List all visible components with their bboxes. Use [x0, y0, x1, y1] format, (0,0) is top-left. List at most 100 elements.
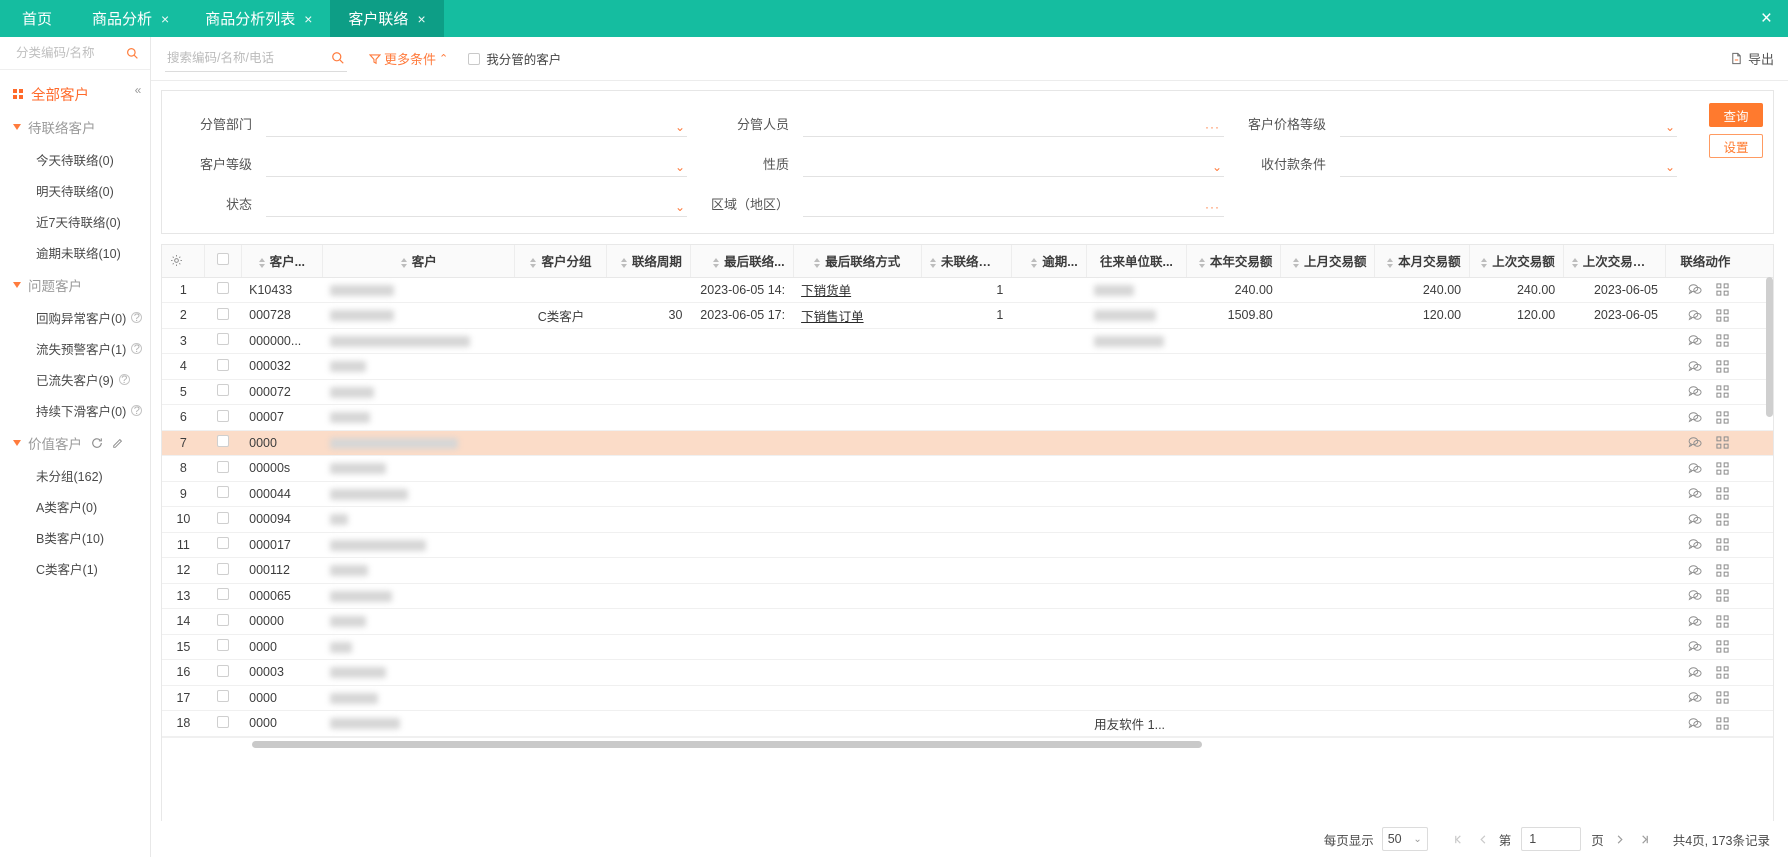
- table-row[interactable]: 8 00000s: [162, 455, 1773, 482]
- tab-product-analysis[interactable]: 商品分析 ×: [74, 0, 187, 37]
- checkbox-icon[interactable]: [216, 562, 229, 575]
- row-checkbox[interactable]: [204, 353, 242, 380]
- chat-icon[interactable]: [1688, 640, 1702, 653]
- help-icon[interactable]: ?: [131, 343, 143, 355]
- col-last-contact-date[interactable]: 最后联络...: [690, 245, 794, 278]
- sort-icon[interactable]: [1031, 257, 1038, 268]
- contact-method-link[interactable]: 下销货单: [801, 284, 852, 299]
- sidebar-item-declining[interactable]: 持续下滑客户(0) ?: [0, 395, 150, 426]
- checkbox-icon[interactable]: [216, 715, 229, 728]
- checkbox-icon[interactable]: [216, 307, 229, 320]
- sidebar-item-churned[interactable]: 已流失客户(9) ?: [0, 364, 150, 395]
- row-checkbox[interactable]: [204, 277, 242, 303]
- sort-icon[interactable]: [530, 257, 537, 268]
- tab-close-icon[interactable]: ×: [417, 10, 426, 27]
- sidebar-item-ungrouped[interactable]: 未分组(162): [0, 460, 150, 491]
- apps-grid-icon[interactable]: [1716, 513, 1729, 526]
- sidebar-group-pending[interactable]: 待联络客户: [0, 110, 150, 144]
- category-search-input[interactable]: [14, 45, 126, 61]
- refresh-icon[interactable]: [91, 437, 103, 449]
- sidebar-search[interactable]: [0, 37, 150, 70]
- table-row[interactable]: 1 K10433 2023-06-05 14: 下销货单 1 240.00 240.00 24…: [162, 277, 1773, 303]
- apps-grid-icon[interactable]: [1716, 691, 1729, 704]
- tab-close-icon[interactable]: ×: [161, 10, 170, 27]
- row-checkbox[interactable]: [204, 557, 242, 584]
- table-row[interactable]: 11 000017: [162, 532, 1773, 558]
- apps-grid-icon[interactable]: [1716, 334, 1729, 347]
- apps-grid-icon[interactable]: [1716, 283, 1729, 296]
- table-row[interactable]: 9 000044: [162, 481, 1773, 507]
- checkbox-icon[interactable]: [216, 613, 229, 626]
- sidebar-item-today-pending[interactable]: 今天待联络(0): [0, 144, 150, 175]
- tab-home[interactable]: 首页: [0, 0, 74, 37]
- table-row[interactable]: 17 0000: [162, 685, 1773, 711]
- chat-icon[interactable]: [1688, 436, 1702, 449]
- checkbox-icon[interactable]: [468, 52, 481, 65]
- col-customer-name[interactable]: 客户: [322, 245, 516, 278]
- row-checkbox[interactable]: [204, 430, 242, 456]
- row-checkbox[interactable]: [204, 659, 242, 686]
- filter-control[interactable]: ⌄: [1340, 149, 1677, 177]
- sidebar-item-churn-warning[interactable]: 流失预警客户(1) ?: [0, 333, 150, 364]
- chat-icon[interactable]: [1688, 360, 1702, 373]
- apps-grid-icon[interactable]: [1716, 385, 1729, 398]
- filter-control[interactable]: ⌄: [266, 189, 687, 217]
- next-page-button[interactable]: [1607, 834, 1632, 845]
- help-icon[interactable]: ?: [131, 312, 143, 324]
- apps-grid-icon[interactable]: [1716, 309, 1729, 322]
- apps-grid-icon[interactable]: [1716, 640, 1729, 653]
- filter-control[interactable]: ⌄: [803, 149, 1224, 177]
- apps-grid-icon[interactable]: [1716, 717, 1729, 730]
- table-row[interactable]: 3 000000...: [162, 328, 1773, 354]
- last-page-button[interactable]: [1632, 834, 1657, 845]
- help-icon[interactable]: ?: [131, 405, 143, 417]
- checkbox-icon[interactable]: [216, 282, 229, 295]
- sidebar-item-class-c[interactable]: C类客户(1): [0, 553, 150, 584]
- table-row[interactable]: 6 00007: [162, 404, 1773, 431]
- col-contact-cycle[interactable]: 联络周期: [606, 245, 691, 278]
- checkbox-icon[interactable]: [216, 588, 229, 601]
- col-prev-date[interactable]: 上次交易日期: [1563, 245, 1667, 278]
- more-conditions-button[interactable]: 更多条件 ⌃: [369, 49, 448, 68]
- apps-grid-icon[interactable]: [1716, 589, 1729, 602]
- gear-icon[interactable]: [170, 254, 196, 267]
- chat-icon[interactable]: [1688, 691, 1702, 704]
- checkbox-icon[interactable]: [216, 664, 229, 677]
- tab-close-icon[interactable]: ×: [304, 10, 313, 27]
- col-customer-code[interactable]: 客户...: [241, 245, 323, 278]
- filter-control[interactable]: ···: [803, 189, 1224, 217]
- tab-customer-contact[interactable]: 客户联络 ×: [330, 0, 444, 37]
- table-row[interactable]: 10 000094: [162, 506, 1773, 533]
- sidebar-item-overdue-pending[interactable]: 逾期未联络(10): [0, 237, 150, 268]
- apps-grid-icon[interactable]: [1716, 436, 1729, 449]
- filter-control[interactable]: ···: [803, 109, 1224, 137]
- last-contact-method[interactable]: 下销货单: [793, 277, 922, 303]
- chat-icon[interactable]: [1688, 283, 1702, 296]
- apps-grid-icon[interactable]: [1716, 411, 1729, 424]
- row-checkbox[interactable]: [204, 710, 242, 737]
- sort-icon[interactable]: [1571, 257, 1579, 268]
- checkbox-icon[interactable]: [216, 253, 229, 266]
- sort-icon[interactable]: [814, 257, 821, 268]
- row-checkbox[interactable]: [204, 506, 242, 533]
- filter-control[interactable]: ⌄: [1340, 109, 1677, 137]
- checkbox-icon[interactable]: [216, 409, 229, 422]
- checkbox-icon[interactable]: [216, 537, 229, 550]
- sort-icon[interactable]: [1292, 257, 1300, 268]
- col-prev-amount[interactable]: 上次交易额: [1469, 245, 1564, 278]
- chat-icon[interactable]: [1688, 462, 1702, 475]
- search-input[interactable]: [165, 50, 329, 66]
- chat-icon[interactable]: [1688, 666, 1702, 679]
- export-button[interactable]: 导出: [1730, 49, 1774, 68]
- chat-icon[interactable]: [1688, 487, 1702, 500]
- col-unit-contact[interactable]: 往来单位联...: [1086, 245, 1188, 278]
- search-icon[interactable]: [329, 51, 347, 65]
- col-customer-group[interactable]: 客户分组: [514, 245, 608, 278]
- table-row[interactable]: 13 000065: [162, 583, 1773, 609]
- sidebar-item-7days-pending[interactable]: 近7天待联络(0): [0, 206, 150, 237]
- table-row[interactable]: 4 000032: [162, 353, 1773, 380]
- checkbox-icon[interactable]: [216, 358, 229, 371]
- chat-icon[interactable]: [1688, 538, 1702, 551]
- chat-icon[interactable]: [1688, 589, 1702, 602]
- sidebar-group-value[interactable]: 价值客户: [0, 426, 150, 460]
